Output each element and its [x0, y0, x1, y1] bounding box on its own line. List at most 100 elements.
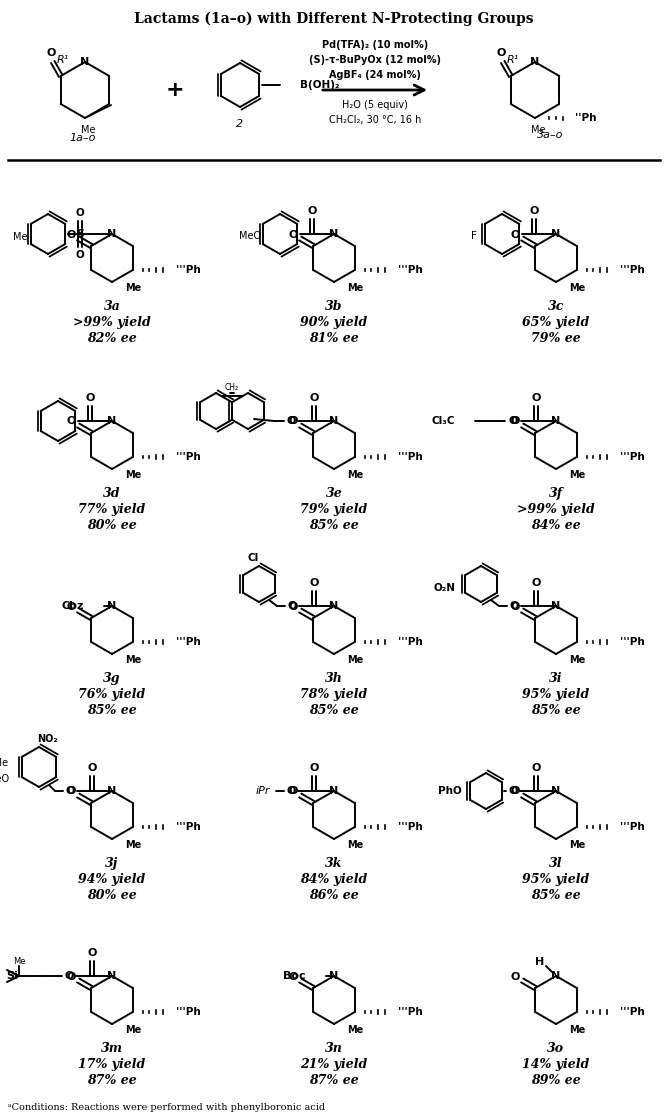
Text: O: O — [531, 763, 540, 773]
Text: O: O — [508, 416, 518, 426]
Text: N: N — [329, 416, 339, 426]
Text: N: N — [108, 971, 117, 981]
Text: Me: Me — [531, 125, 545, 136]
Text: Me: Me — [347, 470, 363, 480]
Text: 65% yield: 65% yield — [522, 316, 590, 329]
Text: '''Ph: '''Ph — [397, 1007, 423, 1017]
Text: N: N — [108, 786, 117, 796]
Text: O: O — [287, 601, 297, 612]
Text: Me: Me — [125, 470, 141, 480]
Text: 3i: 3i — [549, 672, 562, 685]
Text: N: N — [551, 228, 560, 239]
Text: N: N — [530, 57, 540, 67]
Text: CH₂: CH₂ — [225, 383, 239, 392]
Text: 77% yield: 77% yield — [78, 503, 146, 516]
Text: '''Ph: '''Ph — [176, 822, 200, 832]
Text: O: O — [88, 763, 97, 773]
Text: O: O — [508, 786, 518, 796]
Text: 3j: 3j — [106, 857, 119, 870]
Text: Me: Me — [81, 125, 96, 136]
Text: CH₂Cl₂, 30 °C, 16 h: CH₂Cl₂, 30 °C, 16 h — [329, 115, 422, 125]
Text: 3g: 3g — [104, 672, 121, 685]
Text: O: O — [86, 393, 95, 403]
Text: O: O — [67, 971, 76, 981]
Text: 79% ee: 79% ee — [531, 332, 581, 345]
Text: >99% yield: >99% yield — [517, 503, 595, 516]
Text: '''Ph: '''Ph — [176, 452, 200, 461]
Text: 78% yield: 78% yield — [301, 688, 367, 701]
Text: O: O — [65, 786, 75, 796]
Text: N: N — [551, 786, 560, 796]
Text: 80% ee: 80% ee — [87, 519, 137, 532]
Text: 90% yield: 90% yield — [301, 316, 367, 329]
Text: 17% yield: 17% yield — [78, 1058, 146, 1071]
Text: 89% ee: 89% ee — [531, 1074, 581, 1088]
Text: '''Ph: '''Ph — [620, 265, 645, 276]
Text: >99% yield: >99% yield — [73, 316, 151, 329]
Text: O: O — [309, 763, 319, 773]
Text: R¹: R¹ — [57, 55, 69, 65]
Text: PhO: PhO — [438, 786, 462, 796]
Text: 85% ee: 85% ee — [87, 704, 137, 717]
Text: O₂N: O₂N — [433, 584, 455, 592]
Text: Boc: Boc — [283, 971, 306, 981]
Text: O: O — [289, 971, 298, 981]
Text: O: O — [75, 208, 84, 218]
Text: O: O — [287, 786, 296, 796]
Text: 3h: 3h — [325, 672, 343, 685]
Text: O: O — [67, 417, 76, 427]
Text: N: N — [108, 601, 117, 612]
Text: '''Ph: '''Ph — [620, 452, 645, 461]
Text: O: O — [531, 578, 540, 588]
Text: 82% ee: 82% ee — [87, 332, 137, 345]
Text: N: N — [329, 601, 339, 612]
Text: AgBF₄ (24 mol%): AgBF₄ (24 mol%) — [329, 69, 421, 80]
Text: O: O — [531, 393, 540, 403]
Text: '''Ph: '''Ph — [176, 1007, 200, 1017]
Text: 85% ee: 85% ee — [531, 704, 581, 717]
Text: '''Ph: '''Ph — [176, 637, 200, 647]
Text: (S)-τ-BuPyOx (12 mol%): (S)-τ-BuPyOx (12 mol%) — [309, 55, 441, 65]
Text: O: O — [67, 601, 76, 612]
Text: Me: Me — [125, 1025, 141, 1035]
Text: S: S — [76, 228, 84, 239]
Text: '''Ph: '''Ph — [397, 452, 423, 461]
Text: Me: Me — [568, 840, 585, 850]
Text: Cbz: Cbz — [61, 601, 84, 612]
Text: Me: Me — [13, 956, 25, 965]
Text: Me: Me — [568, 1025, 585, 1035]
Text: Me: Me — [568, 655, 585, 665]
Text: Me: Me — [347, 283, 363, 293]
Text: O: O — [287, 416, 296, 426]
Text: 87% ee: 87% ee — [87, 1074, 137, 1088]
Text: 81% ee: 81% ee — [309, 332, 359, 345]
Text: O: O — [67, 786, 76, 796]
Text: O: O — [510, 601, 520, 612]
Text: MeO: MeO — [239, 231, 261, 241]
Text: ᵃConditions: Reactions were performed with phenylboronic acid: ᵃConditions: Reactions were performed wi… — [8, 1103, 325, 1112]
Text: +: + — [166, 80, 184, 100]
Text: Cl₃C: Cl₃C — [432, 416, 455, 426]
Text: O: O — [75, 250, 84, 260]
Text: 95% yield: 95% yield — [522, 688, 590, 701]
Text: O: O — [88, 948, 97, 958]
Text: 86% ee: 86% ee — [309, 889, 359, 902]
Text: '''Ph: '''Ph — [397, 637, 423, 647]
Text: 2: 2 — [236, 119, 244, 129]
Text: 3o: 3o — [548, 1042, 564, 1055]
Text: O: O — [309, 578, 319, 588]
Text: OMe: OMe — [0, 758, 9, 768]
Text: 3a–o: 3a–o — [537, 130, 563, 140]
Text: 3b: 3b — [325, 300, 343, 312]
Text: '''Ph: '''Ph — [397, 265, 423, 276]
Text: Si: Si — [6, 971, 18, 981]
Text: 14% yield: 14% yield — [522, 1058, 590, 1071]
Text: O: O — [496, 48, 506, 58]
Text: 3m: 3m — [101, 1042, 123, 1055]
Text: 80% ee: 80% ee — [87, 889, 137, 902]
Text: O: O — [46, 48, 55, 58]
Text: '''Ph: '''Ph — [620, 1007, 645, 1017]
Text: O: O — [289, 230, 298, 240]
Text: O: O — [509, 601, 518, 612]
Text: F: F — [471, 231, 477, 241]
